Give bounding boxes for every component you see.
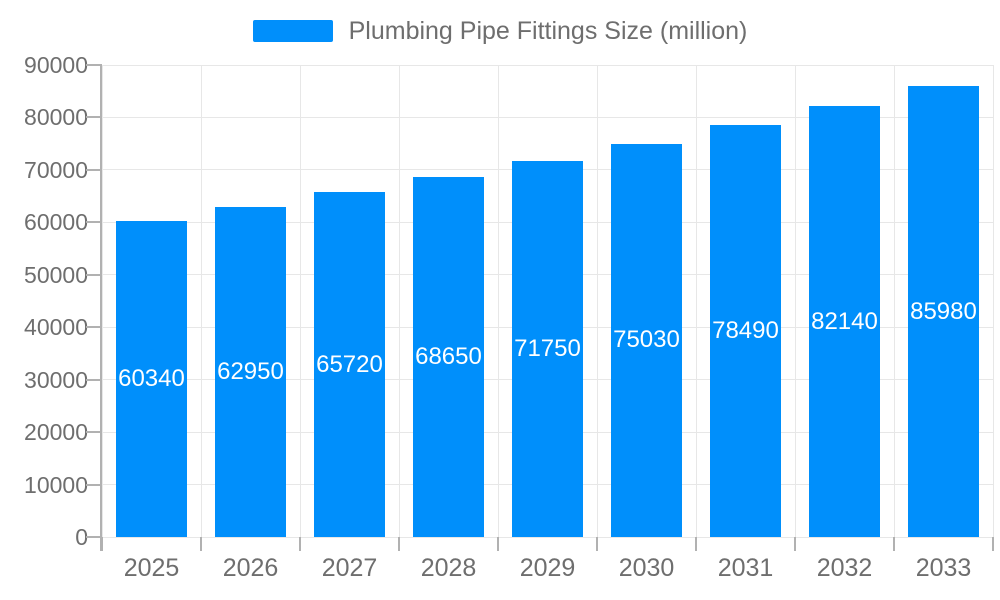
bar-value-label: 82140 bbox=[811, 307, 878, 335]
y-axis-tick bbox=[86, 64, 102, 66]
bar-value-label: 78490 bbox=[712, 317, 779, 345]
bar[interactable]: 78490 bbox=[709, 125, 782, 537]
bar[interactable]: 85980 bbox=[907, 86, 980, 537]
x-tick-label: 2027 bbox=[321, 554, 378, 582]
y-axis-tick bbox=[86, 483, 102, 486]
y-tick-label: 30000 bbox=[24, 366, 88, 393]
x-axis-tick bbox=[992, 537, 994, 551]
bar-value-label: 68650 bbox=[415, 342, 482, 370]
y-axis-tick bbox=[86, 116, 102, 119]
bar[interactable]: 62950 bbox=[214, 206, 287, 537]
x-axis-tick bbox=[794, 537, 796, 551]
bar[interactable]: 68650 bbox=[412, 176, 485, 537]
plot-area: 60340 62950 65720 68650 71750 75030 78490 82140… bbox=[86, 64, 994, 538]
vertical-gridline bbox=[992, 65, 994, 537]
x-axis-tick bbox=[596, 537, 598, 551]
vertical-gridline bbox=[695, 65, 697, 537]
x-axis-tick bbox=[299, 537, 301, 551]
y-axis-tick bbox=[86, 536, 102, 538]
vertical-gridline bbox=[596, 65, 598, 537]
vertical-gridline bbox=[101, 65, 103, 537]
bar[interactable]: 71750 bbox=[511, 160, 584, 537]
y-tick-label: 0 bbox=[75, 524, 88, 550]
bar-value-label: 71750 bbox=[514, 334, 581, 362]
x-axis-tick bbox=[398, 537, 400, 551]
x-tick-label: 2026 bbox=[222, 554, 279, 582]
x-axis-tick bbox=[200, 537, 202, 551]
vertical-gridline bbox=[299, 65, 301, 537]
bar[interactable]: 65720 bbox=[313, 192, 386, 537]
x-axis-tick bbox=[893, 537, 895, 551]
x-axis-tick bbox=[101, 537, 103, 551]
y-tick-label: 70000 bbox=[24, 156, 88, 183]
bar-value-label: 85980 bbox=[910, 297, 977, 325]
horizontal-gridline bbox=[102, 64, 993, 66]
x-axis-ticks bbox=[101, 537, 994, 551]
vertical-gridline bbox=[794, 65, 796, 537]
x-axis-tick bbox=[497, 537, 499, 551]
legend-label: Plumbing Pipe Fittings Size (million) bbox=[348, 16, 748, 45]
legend[interactable]: Plumbing Pipe Fittings Size (million) bbox=[0, 16, 1000, 46]
x-tick-label: 2030 bbox=[618, 554, 675, 582]
x-tick-label: 2031 bbox=[717, 554, 774, 582]
y-tick-label: 60000 bbox=[24, 209, 88, 236]
vertical-gridline bbox=[200, 65, 202, 537]
x-tick-label: 2029 bbox=[519, 554, 576, 582]
bar[interactable]: 60340 bbox=[115, 220, 188, 537]
x-axis-labels: 2025 2026 2027 2028 2029 2030 2031 2032 2033 bbox=[102, 552, 993, 584]
legend-swatch-icon bbox=[252, 20, 333, 42]
y-axis-labels: 0 10000 20000 30000 40000 50000 60000 70000 8000… bbox=[0, 52, 88, 550]
x-tick-label: 2025 bbox=[123, 554, 180, 582]
y-tick-label: 90000 bbox=[24, 52, 88, 78]
bar-value-label: 75030 bbox=[613, 326, 680, 354]
y-axis-tick bbox=[86, 326, 102, 329]
y-tick-label: 50000 bbox=[24, 261, 88, 288]
horizontal-gridline bbox=[102, 536, 993, 538]
x-axis-tick bbox=[695, 537, 697, 551]
y-tick-label: 80000 bbox=[24, 104, 88, 131]
y-tick-label: 20000 bbox=[24, 419, 88, 446]
x-tick-label: 2028 bbox=[420, 554, 477, 582]
bar-value-label: 62950 bbox=[217, 357, 284, 385]
y-axis-tick bbox=[86, 378, 102, 381]
vertical-gridline bbox=[497, 65, 499, 537]
y-tick-label: 40000 bbox=[24, 314, 88, 341]
vertical-gridline bbox=[398, 65, 400, 537]
y-axis-line bbox=[100, 65, 102, 551]
x-tick-label: 2032 bbox=[816, 554, 873, 582]
bar-value-label: 65720 bbox=[316, 350, 383, 378]
horizontal-gridline bbox=[102, 116, 993, 118]
y-axis-tick bbox=[86, 221, 102, 224]
y-axis-tick bbox=[86, 273, 102, 276]
y-axis-tick bbox=[86, 431, 102, 434]
bar[interactable]: 82140 bbox=[808, 106, 881, 537]
y-axis-tick bbox=[86, 168, 102, 171]
bar-value-label: 60340 bbox=[118, 364, 185, 392]
vertical-gridline bbox=[893, 65, 895, 537]
bar[interactable]: 75030 bbox=[610, 143, 683, 537]
y-tick-label: 10000 bbox=[24, 471, 88, 498]
x-tick-label: 2033 bbox=[915, 554, 972, 582]
